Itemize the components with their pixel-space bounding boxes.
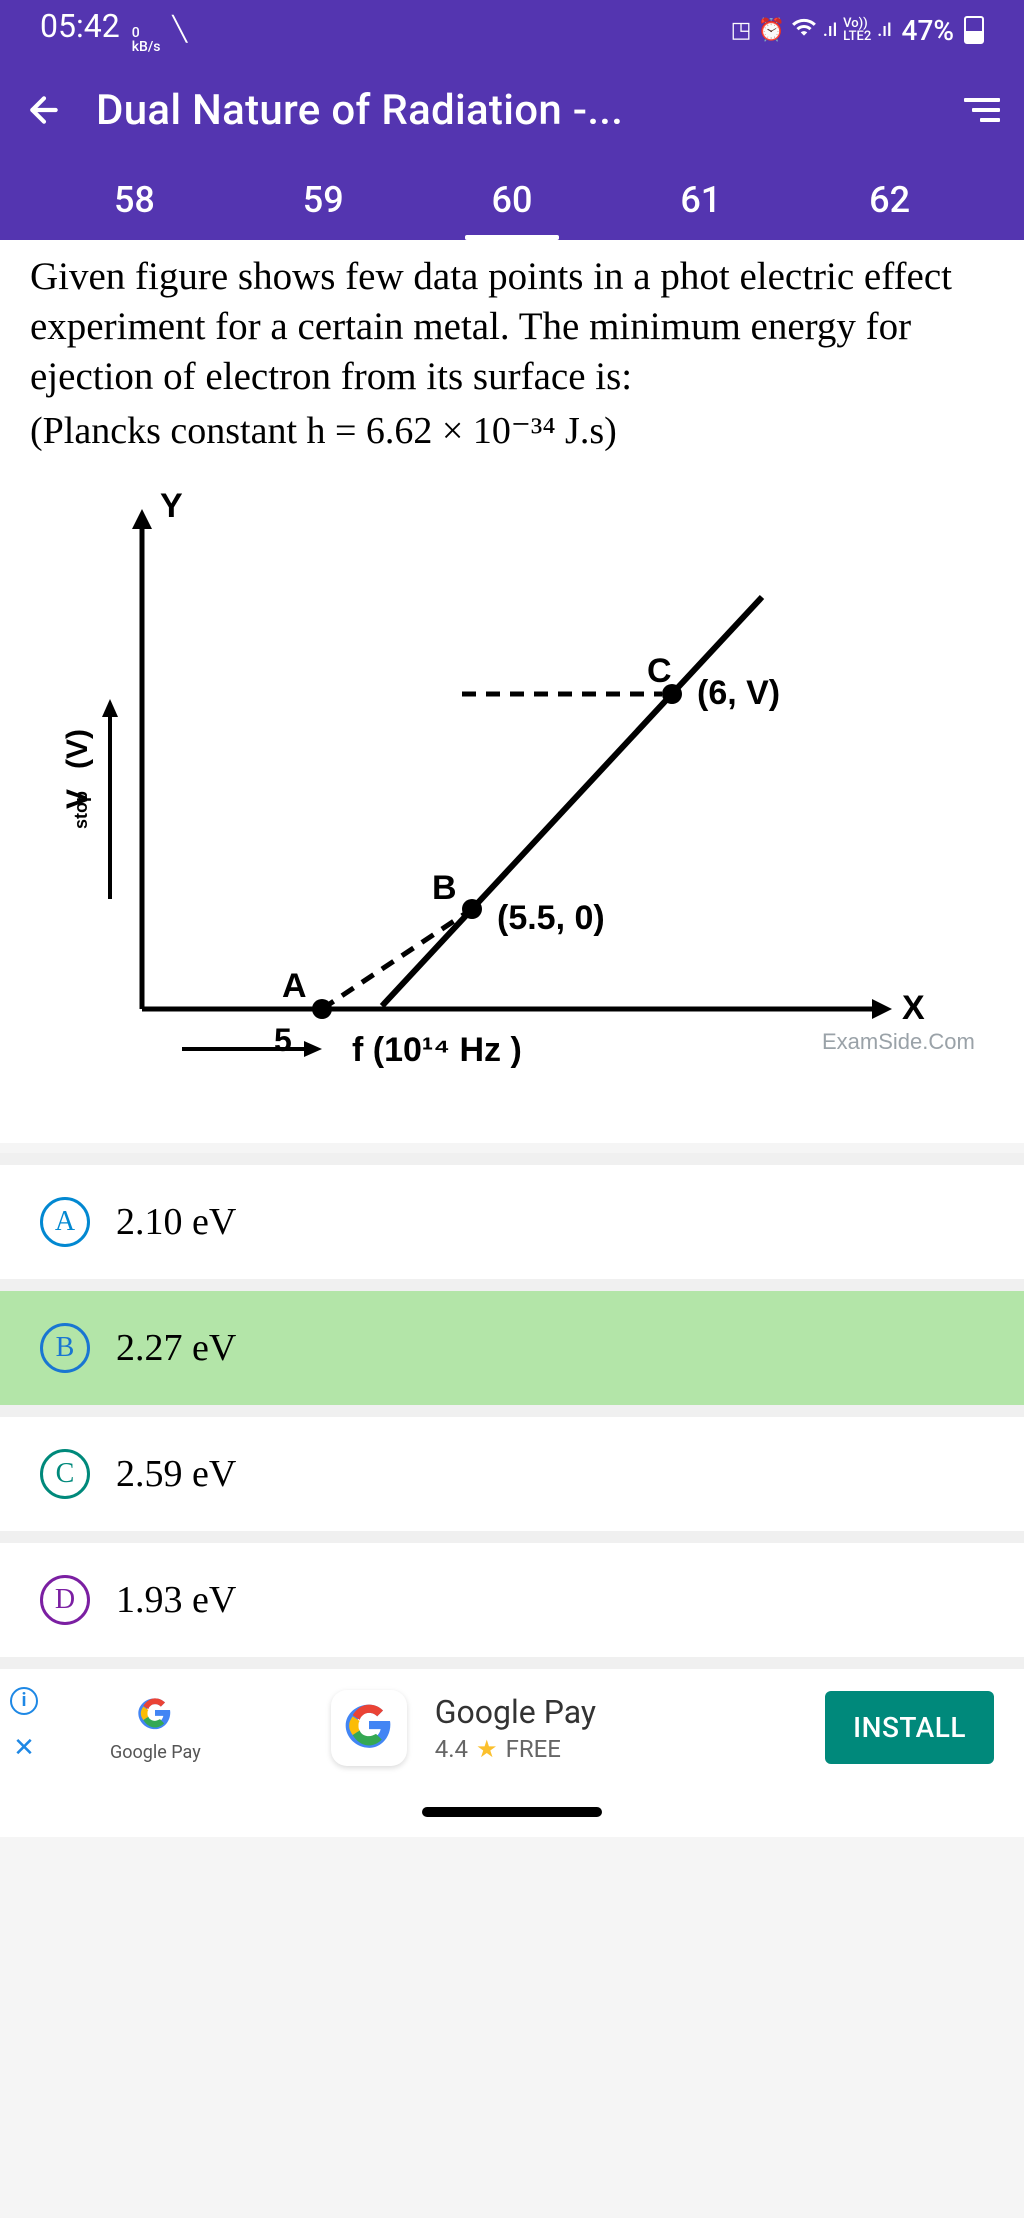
status-divider: ╲ [173, 15, 187, 43]
app-bar: Dual Nature of Radiation -... [0, 60, 1024, 160]
y-axis-top-label: Y [160, 487, 183, 525]
option-a[interactable]: A 2.10 eV [0, 1153, 1024, 1279]
ad-price: FREE [506, 1735, 561, 1763]
point-c-coord: (6, V) [697, 674, 780, 712]
status-time: 05:42 [40, 7, 120, 45]
battery-icon [964, 16, 984, 44]
option-d-text: 1.93 eV [116, 1578, 236, 1622]
home-indicator[interactable] [422, 1807, 602, 1817]
star-icon: ★ [476, 1735, 498, 1763]
point-a-label: A [282, 967, 307, 1005]
signal-icon-1: .ıl [823, 20, 837, 41]
question-block: Given figure shows few data points in a … [0, 240, 1024, 459]
x-axis-label: f (10¹⁴ Hz ) [352, 1031, 522, 1069]
tab-60[interactable]: 60 [418, 160, 607, 240]
net-speed: 0 kB/s [132, 26, 161, 54]
x-axis-right-label: X [902, 989, 925, 1027]
install-button[interactable]: INSTALL [825, 1691, 994, 1764]
watermark: ExamSide.Com [822, 1029, 975, 1054]
ad-subtitle: 4.4 ★ FREE [435, 1735, 805, 1763]
ad-close-icon[interactable]: ✕ [13, 1733, 35, 1763]
question-subtext: (Plancks constant h = 6.62 × 10⁻³⁴ J.s) [30, 408, 994, 453]
back-button[interactable] [24, 90, 64, 130]
ad-title: Google Pay [435, 1693, 805, 1731]
status-left: 05:42 0 kB/s ╲ [40, 7, 187, 54]
tab-59[interactable]: 59 [229, 160, 418, 240]
photoelectric-chart: Y V stop (V) X 5 f (10¹⁴ Hz ) ExamSide.C… [30, 469, 994, 1109]
sort-icon[interactable] [960, 90, 1000, 130]
option-d[interactable]: D 1.93 eV [0, 1531, 1024, 1657]
status-icons: ◳ ⏰ .ıl Vo)) LTE2 .ıl [731, 14, 892, 46]
status-bar: 05:42 0 kB/s ╲ ◳ ⏰ .ıl Vo)) LTE2 .ıl 47% [0, 0, 1024, 60]
chart-container: Y V stop (V) X 5 f (10¹⁴ Hz ) ExamSide.C… [0, 459, 1024, 1143]
option-c-letter: C [40, 1449, 90, 1499]
option-c-text: 2.59 eV [116, 1452, 236, 1496]
question-text: Given figure shows few data points in a … [30, 252, 994, 402]
y-axis-unit: (V) [61, 729, 94, 769]
nav-bar [0, 1787, 1024, 1837]
option-b-letter: B [40, 1323, 90, 1373]
battery-percent: 47% [902, 14, 954, 47]
tab-62[interactable]: 62 [795, 160, 984, 240]
update-icon: ◳ [731, 18, 752, 43]
option-d-letter: D [40, 1575, 90, 1625]
point-b-coord: (5.5, 0) [497, 899, 605, 937]
status-right: ◳ ⏰ .ıl Vo)) LTE2 .ıl 47% [731, 14, 984, 47]
option-b[interactable]: B 2.27 eV [0, 1279, 1024, 1405]
option-a-letter: A [40, 1197, 90, 1247]
ad-info-controls: i ✕ [10, 1687, 38, 1763]
option-b-text: 2.27 eV [116, 1326, 236, 1370]
option-a-text: 2.10 eV [116, 1200, 236, 1244]
options-list: A 2.10 eV B 2.27 eV C 2.59 eV D 1.93 eV [0, 1153, 1024, 1657]
ad-rating: 4.4 [435, 1735, 468, 1763]
ad-banner[interactable]: i ✕ Google Pay Google Pay 4.4 ★ FREE INS… [0, 1657, 1024, 1787]
tab-58[interactable]: 58 [40, 160, 229, 240]
option-c[interactable]: C 2.59 eV [0, 1405, 1024, 1531]
ad-small-label: Google Pay [110, 1742, 201, 1763]
tab-61[interactable]: 61 [606, 160, 795, 240]
wifi-icon [791, 14, 817, 46]
ad-small-brand: Google Pay [110, 1692, 201, 1763]
point-b-label: B [432, 869, 457, 907]
x-tick-5: 5 [274, 1022, 292, 1058]
ad-info-icon[interactable]: i [10, 1687, 38, 1715]
point-c-label: C [647, 652, 672, 690]
question-tabs: 58 59 60 61 62 [0, 160, 1024, 240]
carrier-label: Vo)) LTE2 [843, 17, 871, 43]
ad-text-block: Google Pay 4.4 ★ FREE [435, 1693, 805, 1763]
alarm-icon: ⏰ [757, 18, 784, 43]
signal-icon-2: .ıl [877, 20, 891, 41]
gpay-small-icon [132, 1692, 178, 1738]
gpay-big-icon [331, 1690, 407, 1766]
y-axis-label-sub: stop [71, 791, 91, 829]
page-title: Dual Nature of Radiation -... [96, 86, 928, 135]
